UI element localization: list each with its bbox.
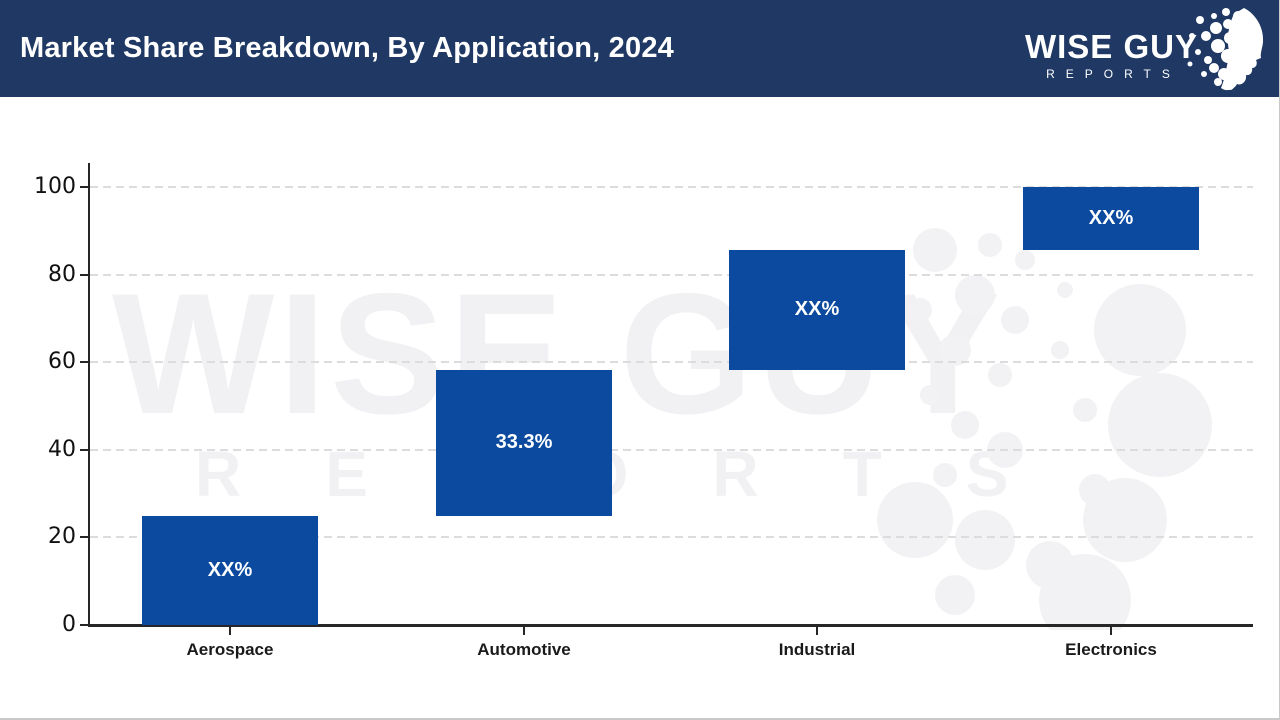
gridline-80 xyxy=(90,273,1253,276)
bar-value-label: XX% xyxy=(1088,206,1134,229)
x-category-label-automotive: Automotive xyxy=(477,640,571,659)
y-tick-label: 0 xyxy=(62,612,76,637)
bar-industrial: XX% xyxy=(729,249,905,370)
bar-value-label: 33.3% xyxy=(495,431,553,454)
logo-subtext: REPORTS xyxy=(1046,66,1181,81)
y-tick-mark xyxy=(80,448,88,451)
chart-title: Market Share Breakdown, By Application, … xyxy=(20,32,674,64)
y-tick-label: 100 xyxy=(34,174,76,200)
y-axis-line xyxy=(88,163,90,627)
y-tick-mark xyxy=(80,624,88,626)
y-tick-label: 40 xyxy=(48,436,76,462)
bar-automotive: 33.3% xyxy=(436,369,612,516)
logo-wordmark: WISE GUY xyxy=(1024,27,1198,65)
bar-value-label: XX% xyxy=(207,558,253,581)
gridline-100 xyxy=(90,186,1253,189)
x-tick-mark xyxy=(816,627,818,635)
bar-aerospace: XX% xyxy=(142,515,318,625)
bar-value-label: XX% xyxy=(794,298,840,321)
bar-electronics: XX% xyxy=(1023,187,1199,250)
x-axis-line xyxy=(88,624,1253,627)
header-bar: Market Share Breakdown, By Application, … xyxy=(0,0,1279,97)
gridline-40 xyxy=(90,448,1253,451)
y-tick-mark xyxy=(80,536,88,539)
x-tick-mark xyxy=(523,627,525,635)
wise-guy-head-icon xyxy=(1187,8,1264,91)
y-tick-label: 20 xyxy=(48,524,76,550)
logo-text: WISE GUY REPORTS xyxy=(1024,27,1198,81)
y-tick-mark xyxy=(80,361,88,364)
wise-guy-logo: WISE GUY REPORTS xyxy=(1025,6,1270,94)
x-tick-mark xyxy=(1110,627,1112,635)
y-tick-label: 80 xyxy=(48,261,76,287)
y-tick-mark xyxy=(80,273,88,276)
x-category-label-electronics: Electronics xyxy=(1065,640,1157,659)
gridline-20 xyxy=(90,536,1253,539)
y-tick-label: 60 xyxy=(48,349,76,375)
gridline-60 xyxy=(90,361,1253,364)
y-tick-mark xyxy=(80,186,88,189)
x-category-label-industrial: Industrial xyxy=(778,640,856,659)
x-tick-mark xyxy=(229,627,231,635)
x-category-label-aerospace: Aerospace xyxy=(186,640,274,659)
